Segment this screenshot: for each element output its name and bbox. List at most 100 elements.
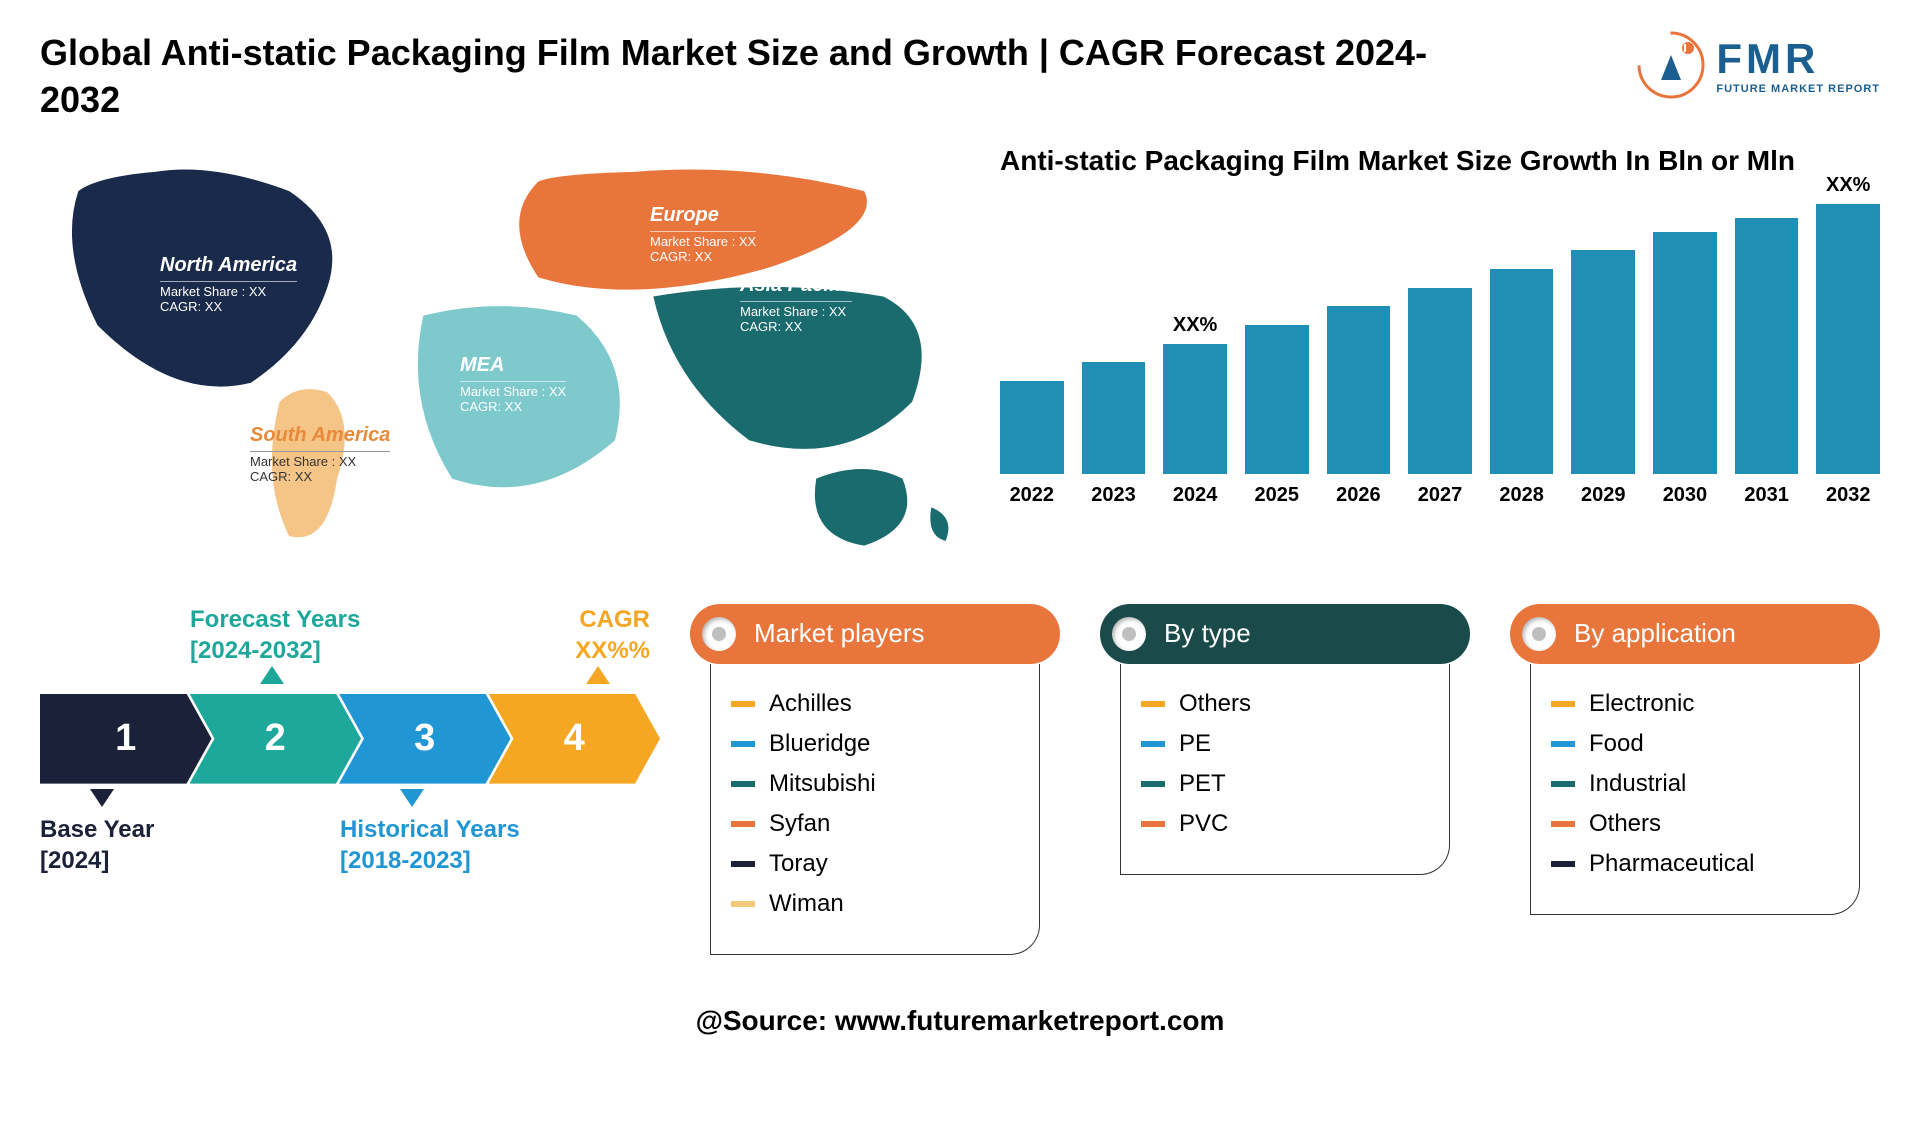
bullet-icon xyxy=(731,901,755,907)
bar-col-2032: XX% 2032 xyxy=(1816,204,1880,508)
historical-label: Historical Years [2018-2023] xyxy=(340,814,520,876)
bar-2032: XX% xyxy=(1816,204,1880,475)
pill-item: Wiman xyxy=(731,884,1019,924)
pill-dot-icon xyxy=(1112,617,1146,651)
pill-item-label: Wiman xyxy=(769,890,844,918)
pill-col-by-type: By type Others PEPET PVC xyxy=(1100,604,1470,955)
bar-col-2030: 2030 xyxy=(1653,232,1717,508)
pill-dot-icon xyxy=(702,617,736,651)
bar-col-2022: 2022 xyxy=(1000,381,1064,507)
timeline-segment-2: 2 xyxy=(190,694,362,784)
bullet-icon xyxy=(1141,701,1165,707)
bullet-icon xyxy=(1551,781,1575,787)
forecast-detail: [2024-2032] xyxy=(190,637,321,664)
logo-fmr: FMR xyxy=(1716,35,1880,83)
bar-year-label: 2032 xyxy=(1826,484,1871,507)
bullet-icon xyxy=(1141,781,1165,787)
pill-item-label: PVC xyxy=(1179,810,1228,838)
region-label-europe: EuropeMarket Share : XXCAGR: XX xyxy=(650,204,756,264)
timeline-segment-1: 1 xyxy=(40,694,212,784)
bullet-icon xyxy=(1141,821,1165,827)
pill-col-market-players: Market players Achilles Blueridge Mitsubish… xyxy=(690,604,1060,955)
pill-col-by-application: By applicationElectronicFoodIndustrialOt… xyxy=(1510,604,1880,955)
bullet-icon xyxy=(1141,741,1165,747)
timeline-bar: 1234 xyxy=(40,694,660,784)
bar-2027 xyxy=(1408,288,1472,475)
pill-body: Others PEPET PVC xyxy=(1120,664,1450,875)
page-title: Global Anti-static Packaging Film Market… xyxy=(40,30,1440,124)
cagr-detail: XX%% xyxy=(575,637,650,664)
bar-col-2026: 2026 xyxy=(1327,306,1391,507)
bullet-icon xyxy=(1551,861,1575,867)
pill-item-label: Syfan xyxy=(769,810,830,838)
bar-2024: XX% xyxy=(1163,344,1227,475)
bar-col-2028: 2028 xyxy=(1490,269,1554,507)
bar-year-label: 2029 xyxy=(1581,484,1626,507)
region-label-south-america: South AmericaMarket Share : XXCAGR: XX xyxy=(250,424,390,484)
chart-title: Anti-static Packaging Film Market Size G… xyxy=(1000,144,1880,178)
logo-text: FMR FUTURE MARKET REPORT xyxy=(1716,35,1880,95)
forecast-label: Forecast Years [2024-2032] xyxy=(190,604,360,666)
bar-col-2023: 2023 xyxy=(1082,362,1146,507)
pill-item-label: Others xyxy=(1179,690,1251,718)
pill-item-label: Others xyxy=(1589,810,1661,838)
bar-year-label: 2023 xyxy=(1091,484,1136,507)
cagr-arrow-icon xyxy=(586,666,610,684)
base-text: Base Year xyxy=(40,816,154,843)
bars-container: 2022 2023 XX% 2024 2025 2026 2027 2028 2029 2030 2… xyxy=(1000,187,1880,507)
bar-2023 xyxy=(1082,362,1146,474)
pill-header: Market players xyxy=(690,604,1060,664)
bottom-row: Forecast Years [2024-2032] CAGR XX%% 123… xyxy=(40,604,1880,955)
pill-item: PET xyxy=(1141,764,1429,804)
bar-col-2027: 2027 xyxy=(1408,288,1472,508)
bar-2025 xyxy=(1245,325,1309,474)
pill-header: By type xyxy=(1100,604,1470,664)
base-detail: [2024] xyxy=(40,847,109,874)
timeline-segment-4: 4 xyxy=(489,694,661,784)
bullet-icon xyxy=(1551,821,1575,827)
pill-item-label: Blueridge xyxy=(769,730,870,758)
top-row: North AmericaMarket Share : XXCAGR: XXSo… xyxy=(40,144,1880,564)
bar-2029 xyxy=(1571,250,1635,474)
pill-item: Blueridge xyxy=(731,724,1019,764)
bullet-icon xyxy=(731,741,755,747)
bar-col-2031: 2031 xyxy=(1735,218,1799,508)
base-arrow-icon xyxy=(90,789,114,807)
world-map: North AmericaMarket Share : XXCAGR: XXSo… xyxy=(40,144,960,564)
pill-title: By type xyxy=(1164,618,1251,649)
pill-title: Market players xyxy=(754,618,925,649)
pill-item: Food xyxy=(1551,724,1839,764)
pill-body: Achilles Blueridge Mitsubishi Syfan Toray Wim… xyxy=(710,664,1040,955)
bar-col-2029: 2029 xyxy=(1571,250,1635,507)
bullet-icon xyxy=(731,861,755,867)
source-text: @Source: www.futuremarketreport.com xyxy=(40,1005,1880,1037)
bar-year-label: 2027 xyxy=(1418,484,1463,507)
bullet-icon xyxy=(731,781,755,787)
cagr-label: CAGR XX%% xyxy=(575,604,650,666)
bar-year-label: 2025 xyxy=(1254,484,1299,507)
bullet-icon xyxy=(731,701,755,707)
bullet-icon xyxy=(1551,741,1575,747)
pill-item-label: Pharmaceutical xyxy=(1589,850,1754,878)
logo: FMR FUTURE MARKET REPORT xyxy=(1636,30,1880,100)
bar-annotation-2024: XX% xyxy=(1163,314,1227,337)
bar-chart: Anti-static Packaging Film Market Size G… xyxy=(1000,144,1880,564)
pill-item: PE xyxy=(1141,724,1429,764)
bullet-icon xyxy=(731,821,755,827)
pill-item: Others xyxy=(1141,684,1429,724)
forecast-arrow-icon xyxy=(260,666,284,684)
pill-item-label: Toray xyxy=(769,850,828,878)
bullet-icon xyxy=(1551,701,1575,707)
bar-year-label: 2031 xyxy=(1744,484,1789,507)
pill-body: ElectronicFoodIndustrialOthersPharmaceut… xyxy=(1530,664,1860,915)
pill-item-label: Mitsubishi xyxy=(769,770,876,798)
pill-dot-icon xyxy=(1522,617,1556,651)
pill-item: Achilles xyxy=(731,684,1019,724)
pill-item-label: Achilles xyxy=(769,690,852,718)
bar-year-label: 2024 xyxy=(1173,484,1218,507)
pill-header: By application xyxy=(1510,604,1880,664)
timeline-segment-3: 3 xyxy=(339,694,511,784)
bar-2026 xyxy=(1327,306,1391,474)
bar-col-2025: 2025 xyxy=(1245,325,1309,507)
bar-2022 xyxy=(1000,381,1064,474)
